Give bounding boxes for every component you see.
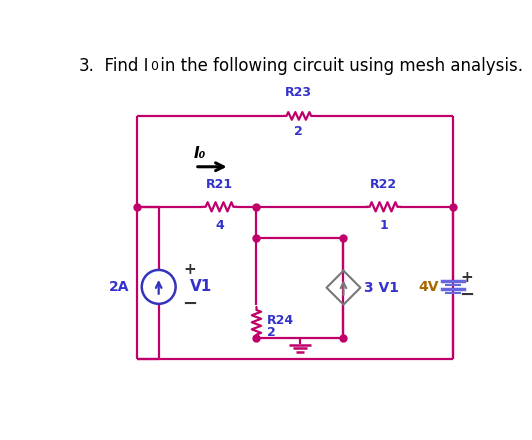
Text: in the following circuit using mesh analysis.: in the following circuit using mesh anal… [155, 57, 523, 75]
Text: +: + [460, 270, 473, 285]
Text: 0: 0 [150, 60, 158, 73]
Text: I₀: I₀ [193, 146, 205, 161]
Text: R24: R24 [267, 314, 294, 327]
Text: −: − [459, 286, 474, 304]
Text: V1: V1 [189, 279, 212, 294]
Text: R21: R21 [206, 178, 233, 191]
Text: 4: 4 [215, 219, 224, 232]
Text: 3.: 3. [79, 57, 95, 75]
Text: R23: R23 [285, 86, 312, 99]
Text: R22: R22 [370, 178, 397, 191]
Text: Find I: Find I [94, 57, 148, 75]
Text: 3 V1: 3 V1 [363, 281, 398, 295]
Text: 1: 1 [379, 219, 388, 232]
Text: −: − [182, 295, 197, 313]
Text: 2A: 2A [109, 280, 129, 294]
Text: 2: 2 [267, 326, 276, 339]
Text: 4V: 4V [418, 280, 438, 294]
Text: +: + [183, 262, 196, 278]
Text: 2: 2 [294, 125, 303, 138]
